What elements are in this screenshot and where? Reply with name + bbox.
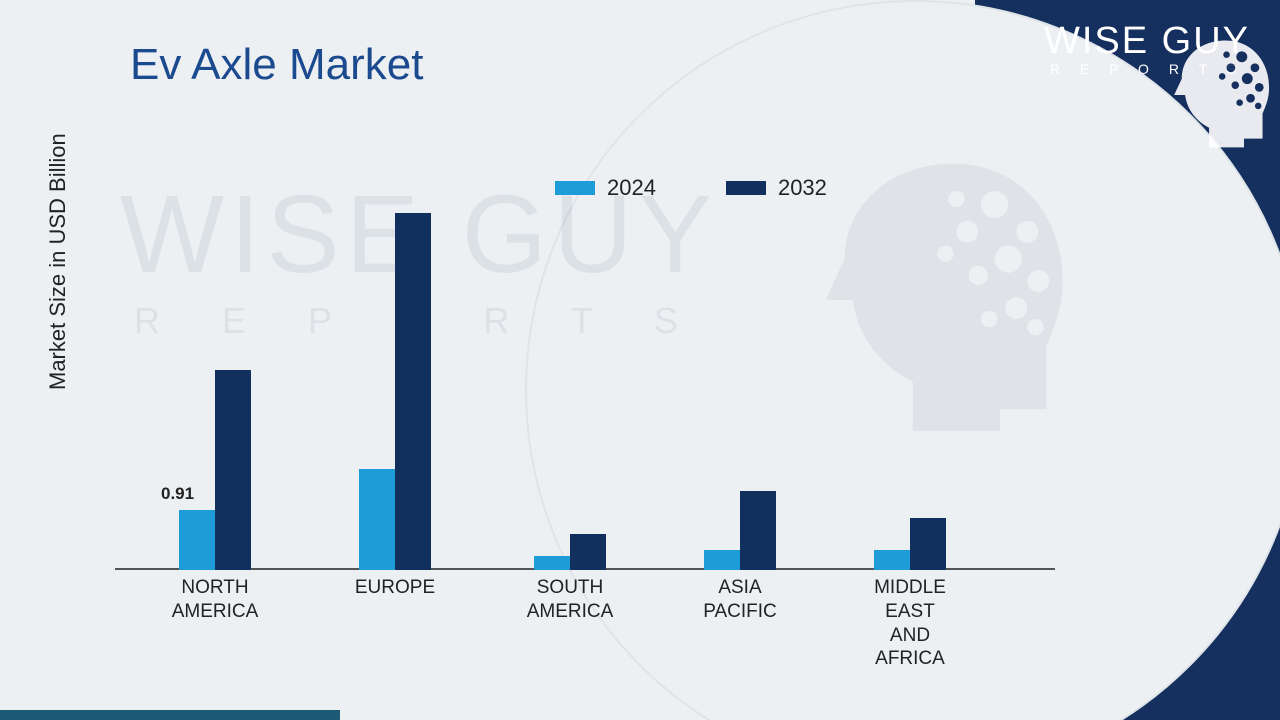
legend-label-2024: 2024 [607, 175, 656, 201]
bar-group: EUROPE [335, 210, 455, 570]
bar-2032 [215, 370, 251, 570]
bars-pair [850, 210, 970, 570]
legend-item-2024: 2024 [555, 175, 656, 201]
bar-2024 [179, 510, 215, 570]
category-label: MIDDLE EAST AND AFRICA [874, 576, 946, 671]
bar-2032 [395, 213, 431, 570]
category-label: ASIA PACIFIC [703, 576, 777, 624]
bar-group: 0.91NORTH AMERICA [145, 210, 285, 570]
value-label: 0.91 [161, 484, 194, 504]
plot-area: 0.91NORTH AMERICA EUROPE SOUTH AMERICA ASIA… [115, 210, 1055, 570]
bar-2024 [874, 550, 910, 570]
bars-pair [510, 210, 630, 570]
bar-group: SOUTH AMERICA [510, 210, 630, 570]
category-label: NORTH AMERICA [172, 576, 259, 624]
category-label: EUROPE [355, 576, 435, 600]
bar-2032 [570, 534, 606, 570]
chart-canvas: WISE GUY R E P O R T S WISE GUY R E P O … [0, 0, 1280, 720]
bar-group: ASIA PACIFIC [680, 210, 800, 570]
bar-group: MIDDLE EAST AND AFRICA [850, 210, 970, 570]
bottom-accent-bar [0, 710, 340, 720]
brand-logo: WISE GUY R E P O R T S [1044, 20, 1250, 79]
legend-swatch-2032 [726, 181, 766, 195]
chart-title: Ev Axle Market [130, 40, 423, 90]
bars-pair [335, 210, 455, 570]
brand-head-icon [1165, 35, 1275, 155]
bar-2032 [910, 518, 946, 570]
bars-pair [145, 210, 285, 570]
legend-swatch-2024 [555, 181, 595, 195]
bar-2024 [704, 550, 740, 570]
bar-2032 [740, 491, 776, 570]
category-label: SOUTH AMERICA [527, 576, 614, 624]
bars-pair [680, 210, 800, 570]
y-axis-label: Market Size in USD Billion [45, 133, 71, 390]
legend-label-2032: 2032 [778, 175, 827, 201]
bar-2024 [359, 469, 395, 570]
legend: 2024 2032 [555, 175, 827, 201]
bar-2024 [534, 556, 570, 570]
legend-item-2032: 2032 [726, 175, 827, 201]
